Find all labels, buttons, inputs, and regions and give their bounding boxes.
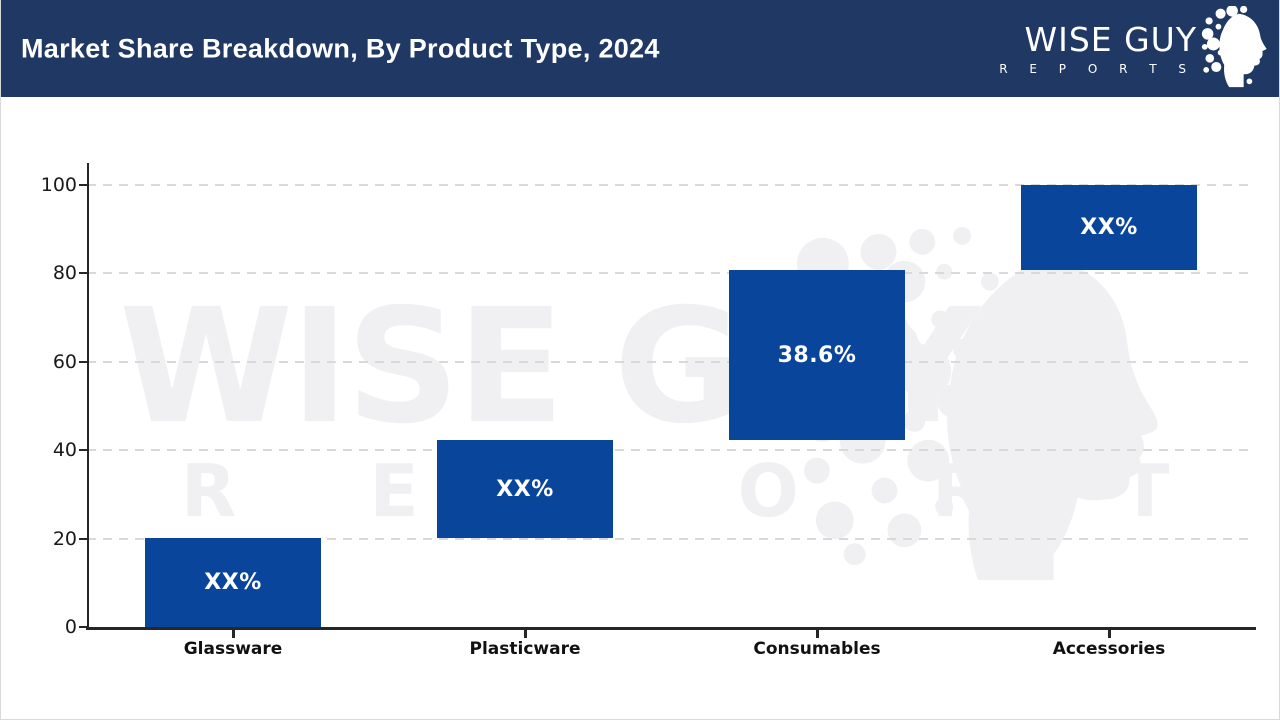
category-label-consumables: Consumables — [753, 639, 881, 659]
brand-logo: WISE GUY R E P O R T S — [999, 0, 1273, 97]
category-label-accessories: Accessories — [1052, 639, 1166, 659]
bar-accessories: XX% — [1021, 185, 1197, 270]
y-tick-label-80: 80 — [52, 262, 77, 285]
gridline-y60 — [87, 360, 1255, 363]
chart-title: Market Share Breakdown, By Product Type,… — [21, 33, 660, 63]
logo-wordmark: WISE GUY — [1024, 20, 1197, 59]
watermark-head-icon — [796, 226, 1158, 581]
y-tick-80 — [79, 272, 87, 275]
bar-consumables: 38.6% — [729, 269, 905, 441]
header-bar: Market Share Breakdown, By Product Type,… — [1, 0, 1279, 97]
y-tick-label-0: 0 — [64, 616, 77, 638]
y-tick-20 — [79, 537, 87, 540]
gridline-y40 — [87, 449, 1255, 452]
bar-value-label: XX% — [204, 569, 262, 595]
logo-subtext: R E P O R T S — [999, 62, 1195, 76]
x-tick-plasticware — [523, 630, 527, 638]
y-tick-100 — [79, 184, 87, 186]
y-tick-label-60: 60 — [52, 350, 77, 373]
gridline-y20 — [87, 537, 1255, 540]
x-tick-glassware — [231, 630, 235, 638]
y-axis-spine — [87, 163, 89, 629]
y-tick-0 — [79, 626, 87, 628]
logo-head-icon — [1201, 6, 1267, 88]
x-axis-spine — [86, 627, 1256, 630]
bar-glassware: XX% — [145, 537, 321, 627]
bar-value-label: XX% — [1080, 214, 1138, 240]
y-tick-40 — [79, 449, 87, 452]
y-tick-label-40: 40 — [52, 439, 77, 462]
category-label-plasticware: Plasticware — [469, 639, 581, 659]
bar-value-label: XX% — [496, 476, 554, 502]
y-tick-60 — [79, 360, 87, 363]
y-tick-label-20: 20 — [52, 527, 77, 550]
y-tick-label-100: 100 — [40, 174, 77, 196]
x-tick-accessories — [1107, 630, 1111, 638]
gridline-y80 — [87, 272, 1255, 275]
category-label-glassware: Glassware — [183, 639, 283, 659]
bar-value-label: 38.6% — [777, 342, 857, 368]
x-tick-consumables — [815, 630, 819, 638]
gridline-y100 — [87, 184, 1255, 186]
bar-plasticware: XX% — [437, 440, 613, 538]
